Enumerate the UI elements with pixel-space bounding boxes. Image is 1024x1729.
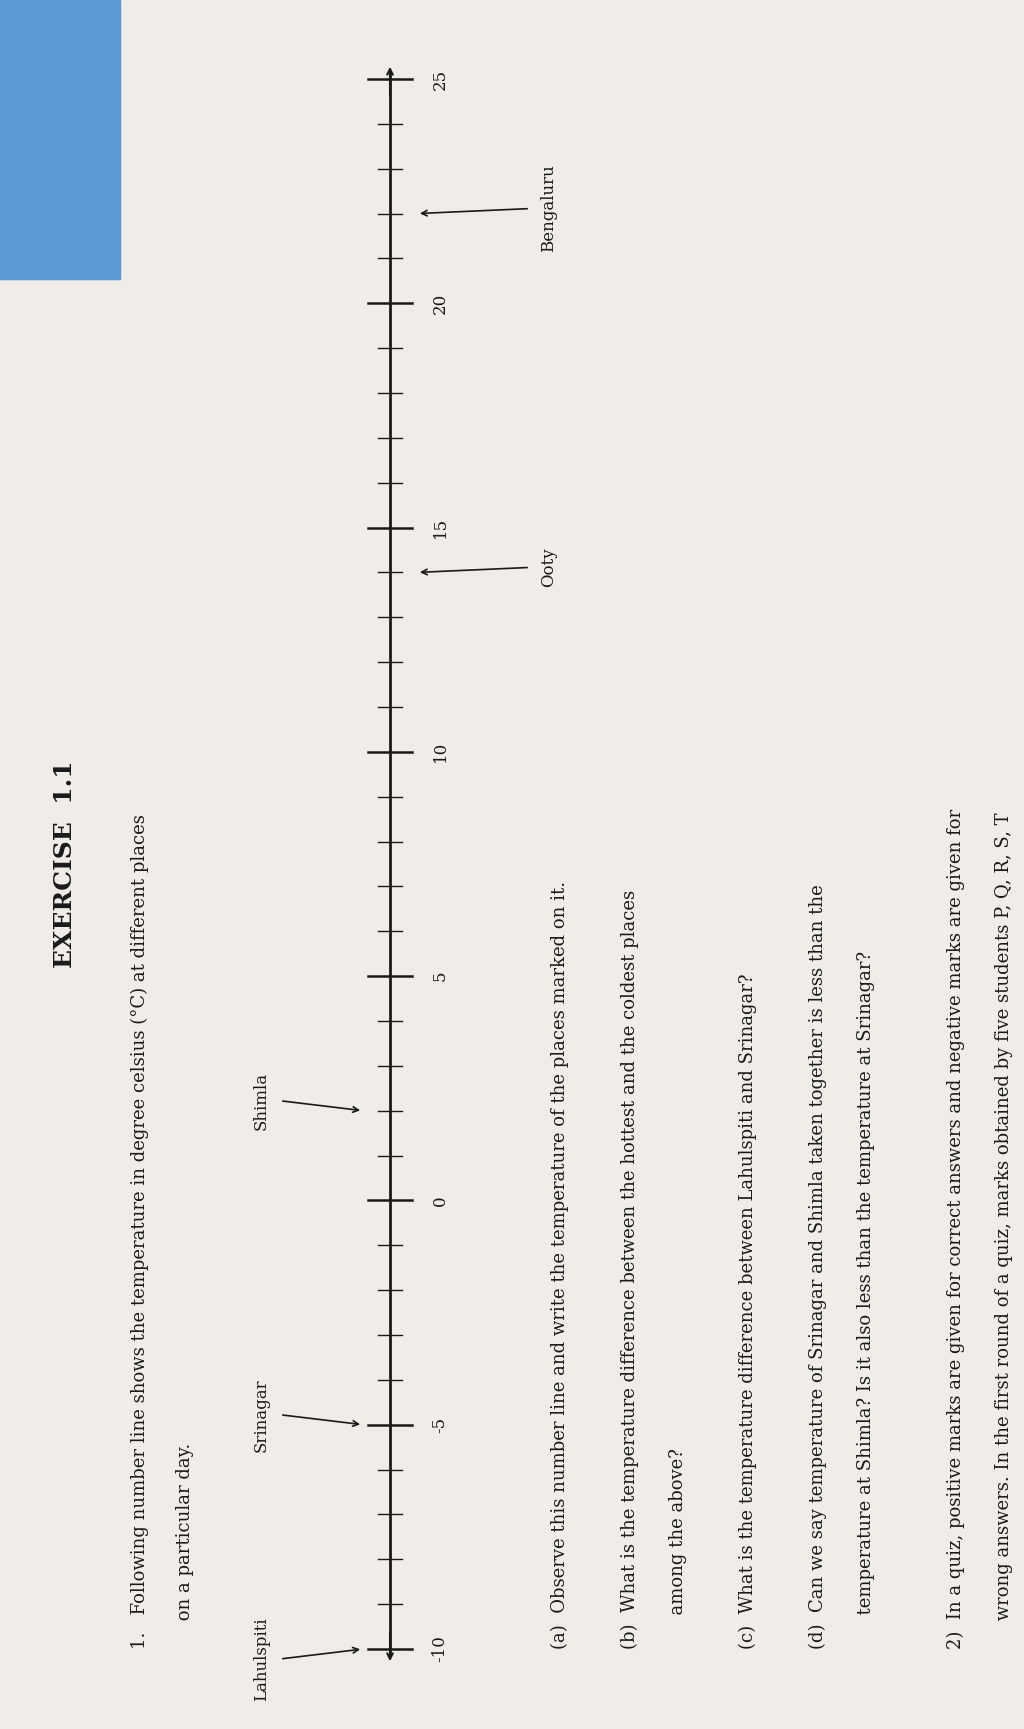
Text: wrong answers. In the first round of a quiz, marks obtained by five students P, : wrong answers. In the first round of a q… [995,813,1013,1649]
Text: EXERCISE  1.1: EXERCISE 1.1 [53,761,77,968]
Text: (d)  Can we say temperature of Srinagar and Shimla taken together is less than t: (d) Can we say temperature of Srinagar a… [809,884,827,1649]
Text: Shimla: Shimla [253,1072,270,1129]
Text: (a)  Observe this number line and write the temperature of the places marked on : (a) Observe this number line and write t… [551,880,569,1649]
Text: 15: 15 [431,517,449,538]
Text: Srinagar: Srinagar [253,1378,270,1452]
Text: 2)  In a quiz, positive marks are given for correct answers and negative marks a: 2) In a quiz, positive marks are given f… [947,809,966,1649]
Text: 5: 5 [431,972,449,982]
Text: on a particular day.: on a particular day. [176,1442,194,1649]
Bar [0,0,120,278]
Text: temperature at Shimla? Is it also less than the temperature at Srinagar?: temperature at Shimla? Is it also less t… [857,951,874,1649]
Text: 0: 0 [431,1195,449,1205]
Text: 1.   Following number line shows the temperature in degree celsius (°C) at diffe: 1. Following number line shows the tempe… [131,814,150,1649]
Text: (c)  What is the temperature difference between Lahulspiti and Srinagar?: (c) What is the temperature difference b… [739,973,757,1649]
Text: -10: -10 [431,1636,449,1663]
Bar [0,0,120,278]
Text: Bengaluru: Bengaluru [540,164,557,252]
Text: 10: 10 [431,742,449,762]
Text: -5: -5 [431,1416,449,1433]
Text: Ooty: Ooty [540,548,557,588]
Text: 20: 20 [431,292,449,315]
Text: among the above?: among the above? [669,1449,687,1649]
Text: Lahulspiti: Lahulspiti [253,1617,270,1701]
Text: (b)  What is the temperature difference between the hottest and the coldest plac: (b) What is the temperature difference b… [621,890,639,1649]
Text: 25: 25 [431,69,449,90]
